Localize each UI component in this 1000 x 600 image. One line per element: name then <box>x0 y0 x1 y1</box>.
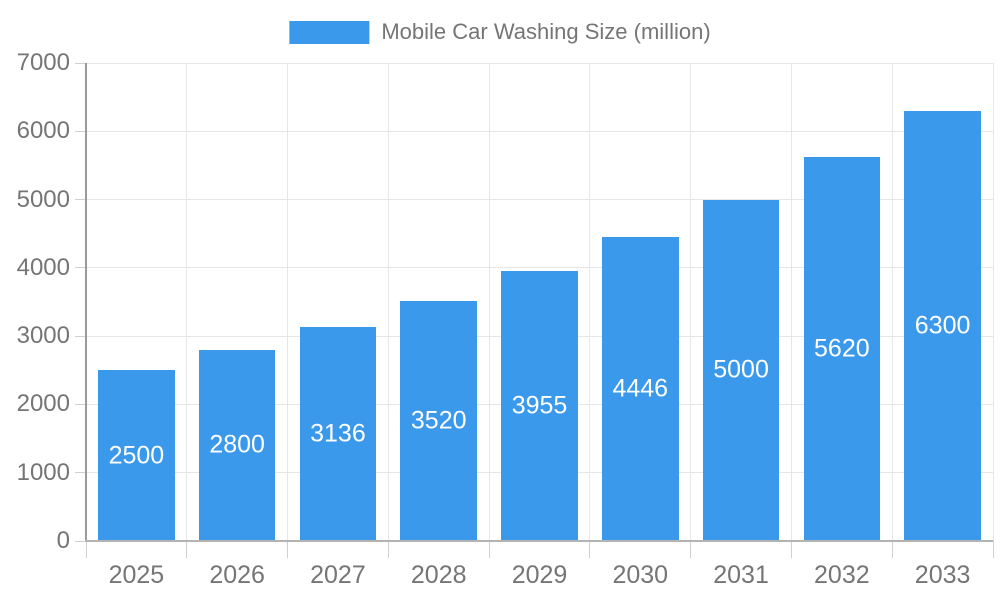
legend[interactable]: Mobile Car Washing Size (million) <box>289 19 711 45</box>
bar[interactable] <box>601 237 679 541</box>
y-axis-tick-label: 6000 <box>16 117 70 145</box>
x-axis-tick-label: 2029 <box>511 561 568 589</box>
gridline <box>992 63 994 541</box>
bar[interactable] <box>803 157 881 541</box>
bar[interactable] <box>702 199 780 541</box>
x-axis-tick-label: 2025 <box>108 561 165 589</box>
gridline <box>589 63 591 541</box>
gridline <box>488 63 490 541</box>
gridline <box>287 63 289 541</box>
y-tick-mark <box>75 472 86 474</box>
bar-value-label: 3136 <box>310 419 366 448</box>
x-axis-tick-label: 2028 <box>410 561 467 589</box>
bar-value-label: 4446 <box>612 374 669 403</box>
x-tick-mark <box>387 541 389 558</box>
bar-value-label: 5620 <box>814 334 870 363</box>
y-tick-mark <box>75 130 86 132</box>
gridline <box>86 62 993 64</box>
x-tick-mark <box>790 541 792 558</box>
gridline <box>790 63 792 541</box>
bar[interactable] <box>299 326 377 541</box>
y-axis-tick-label: 7000 <box>16 49 70 76</box>
y-tick-mark <box>75 199 86 201</box>
y-axis-tick-label: 3000 <box>16 322 70 350</box>
gridline <box>86 267 993 269</box>
legend-label: Mobile Car Washing Size (million) <box>381 19 711 44</box>
y-tick-mark <box>75 62 86 64</box>
bar-value-label: 3955 <box>511 391 568 420</box>
gridline <box>387 63 389 541</box>
x-tick-mark <box>488 541 490 558</box>
y-tick-mark <box>75 403 86 405</box>
y-axis-tick-label: 0 <box>56 527 70 554</box>
x-axis-tick-label: 2026 <box>209 561 265 589</box>
gridline <box>86 199 993 201</box>
x-axis-tick-label: 2030 <box>612 561 669 589</box>
x-axis-line <box>85 540 993 542</box>
x-tick-mark <box>85 541 87 558</box>
gridline <box>86 130 993 132</box>
x-axis-tick-label: 2033 <box>914 561 971 589</box>
x-axis-tick-label: 2031 <box>713 561 769 589</box>
y-axis-tick-label: 1000 <box>16 458 70 486</box>
y-axis-line <box>85 63 87 541</box>
bar[interactable] <box>904 110 981 541</box>
x-tick-mark <box>891 541 893 558</box>
bar[interactable] <box>501 270 578 541</box>
bar[interactable] <box>98 370 175 541</box>
x-tick-mark <box>992 541 994 558</box>
y-axis-tick-label: 2000 <box>16 390 70 418</box>
bar-value-label: 5000 <box>713 355 769 384</box>
y-tick-mark <box>75 267 86 269</box>
gridline <box>186 63 188 541</box>
x-axis-tick-label: 2027 <box>310 561 366 589</box>
gridline <box>891 63 893 541</box>
bar[interactable] <box>400 300 477 541</box>
bar[interactable] <box>198 349 276 541</box>
x-axis-tick-label: 2032 <box>814 561 870 589</box>
legend-swatch <box>289 20 370 44</box>
bar-value-label: 3520 <box>410 406 467 435</box>
bar-value-label: 2500 <box>108 441 165 470</box>
y-tick-mark <box>75 540 86 542</box>
x-tick-mark <box>186 541 188 558</box>
gridline <box>690 63 692 541</box>
y-tick-mark <box>75 335 86 337</box>
y-axis-tick-label: 5000 <box>16 185 70 213</box>
x-tick-mark <box>690 541 692 558</box>
x-tick-mark <box>287 541 289 558</box>
x-tick-mark <box>589 541 591 558</box>
bar-value-label: 6300 <box>914 311 971 340</box>
y-axis-tick-label: 4000 <box>16 253 70 281</box>
bar-value-label: 2800 <box>209 430 265 459</box>
